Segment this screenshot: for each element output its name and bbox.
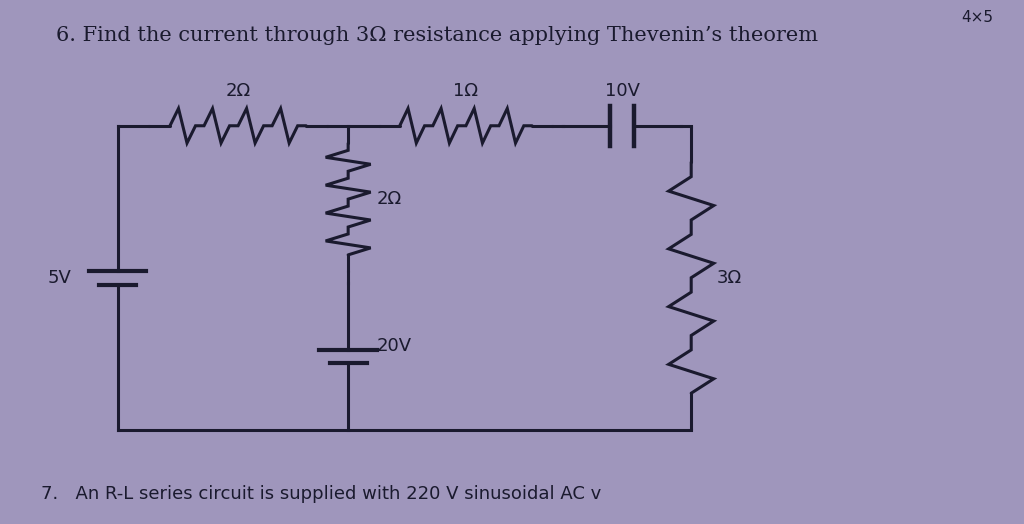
Text: 10V: 10V (604, 82, 640, 100)
Text: 2Ω: 2Ω (377, 190, 402, 208)
Text: 1Ω: 1Ω (454, 82, 478, 100)
Text: 2Ω: 2Ω (225, 82, 251, 100)
Text: 6. Find the current through 3Ω resistance applying Thevenin’s theorem: 6. Find the current through 3Ω resistanc… (56, 26, 818, 45)
Text: 4×5: 4×5 (962, 10, 993, 26)
Text: 7.   An R-L series circuit is supplied with 220 V sinusoidal AC v: 7. An R-L series circuit is supplied wit… (41, 485, 601, 503)
Text: 5V: 5V (48, 269, 72, 287)
Text: 3Ω: 3Ω (717, 269, 742, 287)
Text: 20V: 20V (377, 337, 412, 355)
